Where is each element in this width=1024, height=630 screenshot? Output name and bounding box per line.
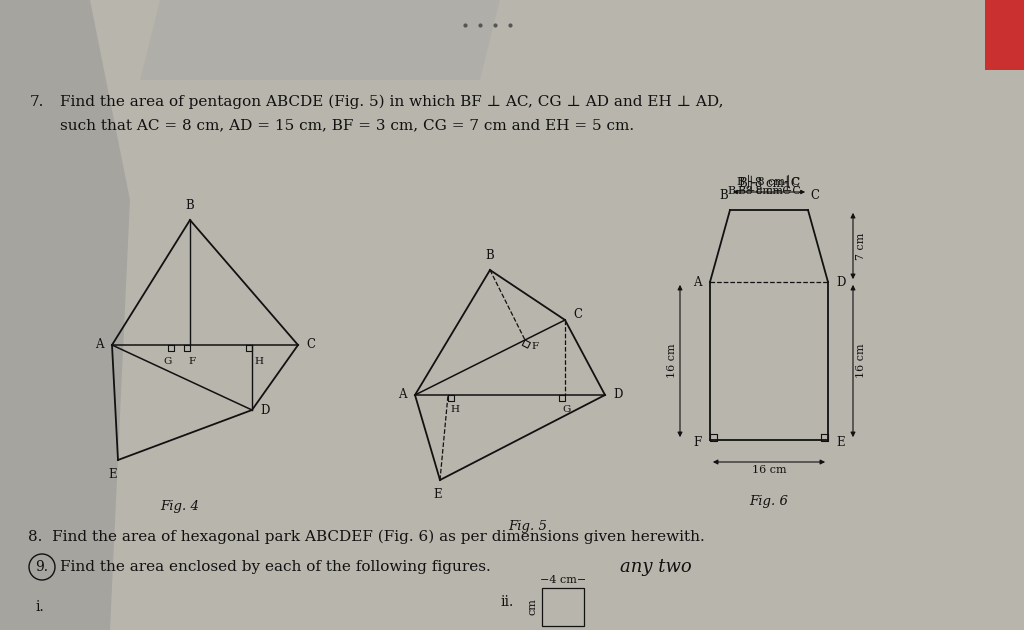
- Text: 16 cm: 16 cm: [752, 465, 786, 475]
- Text: Fig. 6: Fig. 6: [750, 495, 788, 508]
- Text: 9.: 9.: [36, 560, 48, 574]
- Text: B−8 cm−C: B−8 cm−C: [737, 186, 801, 196]
- Text: cm: cm: [527, 598, 537, 616]
- Text: H: H: [254, 357, 263, 366]
- Text: any two: any two: [620, 558, 692, 576]
- Text: G: G: [563, 405, 571, 414]
- Text: F: F: [188, 357, 196, 366]
- Text: Fig. 5: Fig. 5: [509, 520, 548, 533]
- Text: E: E: [434, 488, 442, 501]
- Text: F: F: [693, 435, 702, 449]
- Text: 7 cm: 7 cm: [856, 232, 866, 260]
- Text: A: A: [95, 338, 104, 352]
- Text: F: F: [531, 342, 539, 351]
- Text: C: C: [810, 189, 819, 202]
- Text: i.: i.: [35, 600, 44, 614]
- Text: −4 cm−: −4 cm−: [540, 575, 586, 585]
- Text: H: H: [450, 405, 459, 414]
- Text: A: A: [398, 389, 407, 401]
- Text: D: D: [613, 389, 623, 401]
- Text: 7.: 7.: [30, 95, 44, 109]
- FancyBboxPatch shape: [985, 0, 1024, 70]
- Text: C: C: [573, 309, 582, 321]
- Text: B├–8 cm┤C: B├–8 cm┤C: [737, 175, 801, 188]
- Text: G: G: [164, 357, 172, 366]
- Text: ii.: ii.: [500, 595, 513, 609]
- Text: D: D: [260, 403, 269, 416]
- Text: B: B: [719, 189, 728, 202]
- Text: A: A: [693, 275, 702, 289]
- Text: Find the area enclosed by each of the following figures.: Find the area enclosed by each of the fo…: [60, 560, 490, 574]
- Text: 16 cm: 16 cm: [856, 344, 866, 378]
- Text: such that AC = 8 cm, AD = 15 cm, BF = 3 cm, CG = 7 cm and EH = 5 cm.: such that AC = 8 cm, AD = 15 cm, BF = 3 …: [60, 118, 634, 132]
- Bar: [542, 588, 584, 626]
- Text: 8.  Find the area of hexagonal park ABCDEF (Fig. 6) as per dimensions given here: 8. Find the area of hexagonal park ABCDE…: [28, 530, 705, 544]
- Text: C: C: [306, 338, 315, 352]
- Text: D: D: [836, 275, 846, 289]
- Text: Find the area of pentagon ABCDE (Fig. 5) in which BF ⊥ AC, CG ⊥ AD and EH ⊥ AD,: Find the area of pentagon ABCDE (Fig. 5)…: [60, 95, 724, 110]
- Text: B: B: [485, 249, 495, 262]
- Text: B├8 cm┤C: B├8 cm┤C: [738, 176, 800, 190]
- Text: E: E: [836, 435, 845, 449]
- Text: Fig. 4: Fig. 4: [161, 500, 200, 513]
- Text: B: B: [185, 199, 195, 212]
- Text: B−8 cm−C: B−8 cm−C: [728, 186, 791, 196]
- Text: 16 cm: 16 cm: [667, 344, 677, 378]
- Text: E: E: [109, 468, 118, 481]
- Polygon shape: [140, 0, 500, 80]
- Polygon shape: [0, 0, 130, 630]
